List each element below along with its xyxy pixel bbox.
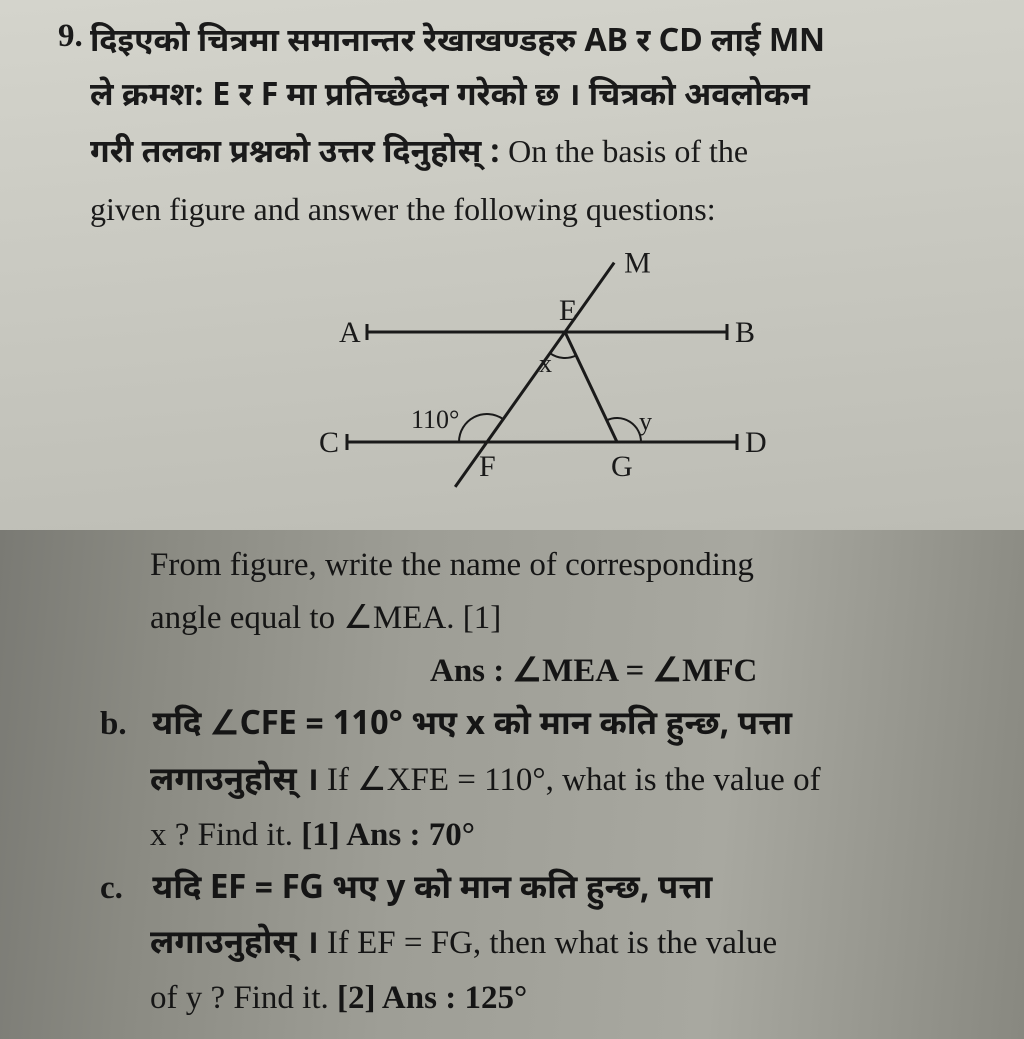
partC-en3: of y ? Find it. — [150, 980, 337, 1016]
partC-mark: [2] — [337, 980, 382, 1016]
svg-text:E: E — [559, 294, 577, 327]
partA-ans-label: Ans : — [430, 653, 504, 689]
svg-text:B: B — [735, 316, 755, 349]
figure-container: A B C D E F G Mx y 110° — [90, 242, 984, 502]
partA-line2: angle equal to ∠MEA. [1] — [100, 593, 984, 644]
svg-text:110°: 110° — [411, 405, 459, 434]
partB-line1: b. यदि ∠CFE = 110° भए x को मान कति हुन्छ… — [100, 699, 984, 752]
partC-line3: of y ? Find it. [2] Ans : 125° — [100, 973, 984, 1024]
partB-en2: If ∠XFE = 110°, what is the value of — [319, 762, 821, 798]
partB-ans-val: 70° — [429, 817, 475, 853]
partC-hi1: यदि EF = FG भए y को मान कति हुन्छ, पत्ता — [152, 869, 712, 912]
partA-ans-text: ∠MEA = ∠MFC — [504, 653, 757, 689]
partB-mark: [1] — [301, 817, 346, 853]
partB-ans-label: Ans : — [346, 817, 429, 853]
partB-line2: लगाउनुहोस् । If ∠XFE = 110°, what is the… — [100, 755, 984, 808]
partB-hi1: यदि ∠CFE = 110° भए x को मान कति हुन्छ, प… — [152, 705, 792, 748]
q-line2: ले क्रमश: E र F मा प्रतिच्छेदन गरेको छ ।… — [90, 74, 984, 124]
svg-text:x: x — [539, 349, 552, 378]
partC-line2: लगाउनुहोस् । If EF = FG, then what is th… — [100, 918, 984, 971]
q-line3-en: On the basis of the — [500, 133, 748, 169]
q-line3-hi: गरी तलका प्रश्नको उत्तर दिनुहोस् : — [90, 134, 500, 176]
partA-line1: From figure, write the name of correspon… — [100, 540, 984, 591]
q-line3: गरी तलका प्रश्नको उत्तर दिनुहोस् : On th… — [90, 127, 984, 181]
svg-text:F: F — [479, 450, 496, 483]
q-line4: given figure and answer the following qu… — [90, 185, 984, 235]
partB-line3: x ? Find it. [1] Ans : 70° — [100, 810, 984, 861]
svg-text:A: A — [339, 316, 361, 349]
partB-hi2: लगाउनुहोस् । — [150, 761, 319, 804]
partC-hi2: लगाउनुहोस् । — [150, 924, 319, 967]
partA-answer: Ans : ∠MEA = ∠MFC — [100, 646, 984, 697]
partC-ans-val: 125° — [464, 980, 527, 1016]
question-bottom-panel: From figure, write the name of correspon… — [0, 530, 1024, 1039]
partB-en3: x ? Find it. — [150, 817, 301, 853]
svg-text:G: G — [611, 450, 633, 483]
question-number: 9. — [58, 18, 83, 55]
q-line1: दिइएको चित्रमा समानान्तर रेखाखण्डहरु AB … — [90, 20, 984, 70]
question-top-panel: 9. दिइएको चित्रमा समानान्तर रेखाखण्डहरु … — [0, 0, 1024, 530]
partC-line1: c. यदि EF = FG भए y को मान कति हुन्छ, पत… — [100, 863, 984, 916]
svg-text:M: M — [624, 247, 651, 280]
partC-en2: If EF = FG, then what is the value — [319, 925, 778, 961]
svg-text:C: C — [319, 426, 339, 459]
partC-ans-label: Ans : — [382, 980, 465, 1016]
partC-label: c. — [100, 863, 144, 914]
geometry-figure: A B C D E F G Mx y 110° — [307, 242, 767, 502]
svg-text:y: y — [639, 407, 652, 436]
partB-label: b. — [100, 699, 144, 750]
svg-text:D: D — [745, 426, 767, 459]
